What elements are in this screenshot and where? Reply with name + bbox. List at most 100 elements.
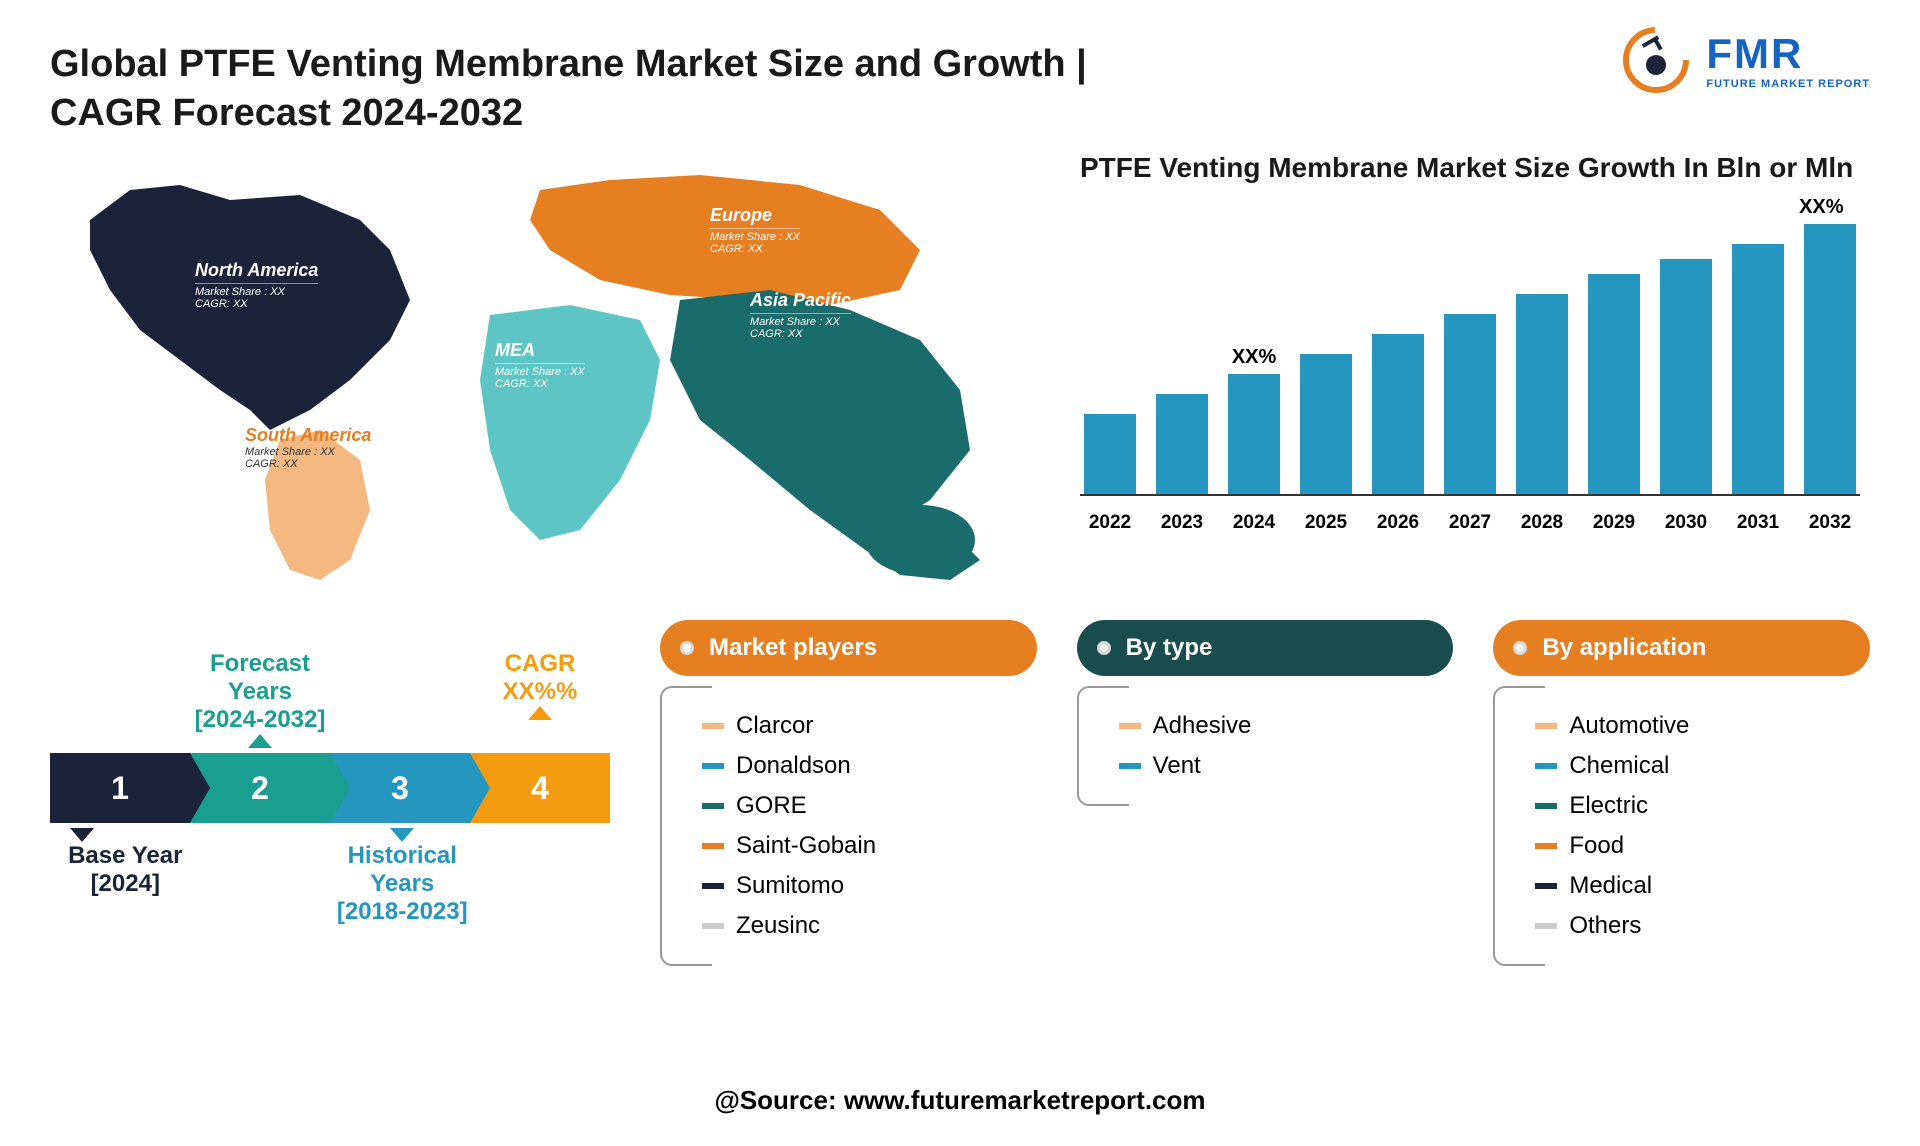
info-header-text: By application	[1542, 634, 1706, 662]
bar	[1300, 354, 1352, 494]
swatch-icon	[702, 923, 724, 929]
info-item: Others	[1535, 906, 1870, 946]
timeline-cagr-value: XX%%	[470, 678, 610, 706]
swatch-icon	[1119, 723, 1141, 729]
label-europe: Europe Market Share : XX CAGR: XX	[710, 205, 800, 255]
bar-year-label: 2022	[1080, 512, 1140, 534]
info-item-label: GORE	[736, 792, 807, 820]
info-list: Automotive Chemical Electric Food Medical Oth…	[1493, 706, 1870, 946]
swatch-icon	[1535, 803, 1557, 809]
timeline: Forecast Years [2024-2032] CAGR XX%% 1 2…	[50, 650, 610, 926]
swatch-icon	[1119, 763, 1141, 769]
info-item: Medical	[1535, 866, 1870, 906]
info-item-label: Chemical	[1569, 752, 1669, 780]
bar-group	[1152, 394, 1212, 494]
info-item: Food	[1535, 826, 1870, 866]
swatch-icon	[702, 883, 724, 889]
swatch-icon	[1535, 923, 1557, 929]
timeline-hist-label: Historical Years	[333, 842, 472, 898]
bar	[1084, 414, 1136, 494]
info-item: Zeusinc	[702, 906, 1037, 946]
info-item: Chemical	[1535, 746, 1870, 786]
source-text: @Source: www.futuremarketreport.com	[714, 1085, 1205, 1116]
arrow-up-icon	[528, 706, 552, 720]
bar-group	[1656, 259, 1716, 494]
swatch-icon	[1535, 723, 1557, 729]
info-item: Automotive	[1535, 706, 1870, 746]
bar	[1660, 259, 1712, 494]
dot-icon	[1513, 641, 1527, 655]
region-australia	[865, 505, 975, 575]
arrow-down-icon	[390, 828, 414, 842]
chart-title: PTFE Venting Membrane Market Size Growth…	[1080, 150, 1860, 186]
bar	[1156, 394, 1208, 494]
info-column: Market playersClarcorDonaldsonGORESaint-…	[660, 620, 1037, 946]
info-item-label: Medical	[1569, 872, 1652, 900]
bar-group	[1512, 294, 1572, 494]
info-item: Clarcor	[702, 706, 1037, 746]
info-section: Market playersClarcorDonaldsonGORESaint-…	[660, 620, 1870, 946]
timeline-base-label: Base Year	[56, 842, 195, 870]
bar-year-label: 2031	[1728, 512, 1788, 534]
timeline-bar: 1 2 3 4	[50, 753, 610, 823]
bar-year-label: 2025	[1296, 512, 1356, 534]
info-item-label: Donaldson	[736, 752, 851, 780]
bar	[1804, 224, 1856, 494]
info-item-label: Clarcor	[736, 712, 813, 740]
timeline-seg-1: 1	[50, 753, 190, 823]
info-item: Vent	[1119, 746, 1454, 786]
info-list: Adhesive Vent	[1077, 706, 1454, 786]
bar	[1516, 294, 1568, 494]
swatch-icon	[702, 843, 724, 849]
info-item: Donaldson	[702, 746, 1037, 786]
bar-group	[1080, 414, 1140, 494]
info-item: Electric	[1535, 786, 1870, 826]
swatch-icon	[702, 763, 724, 769]
info-item-label: Sumitomo	[736, 872, 844, 900]
info-header-text: By type	[1126, 634, 1213, 662]
label-north-america: North America Market Share : XX CAGR: XX	[195, 260, 318, 310]
info-header: Market players	[660, 620, 1037, 676]
bar-year-label: 2028	[1512, 512, 1572, 534]
bar	[1228, 374, 1280, 494]
timeline-forecast-label: Forecast Years	[190, 650, 330, 706]
arrow-up-icon	[248, 734, 272, 748]
bar-annotation: XX%	[1232, 346, 1276, 369]
timeline-hist-years: [2018-2023]	[333, 898, 472, 926]
swatch-icon	[1535, 763, 1557, 769]
page-title: Global PTFE Venting Membrane Market Size…	[50, 40, 1150, 139]
info-column: By application Automotive Chemical Electric…	[1493, 620, 1870, 946]
info-item: Adhesive	[1119, 706, 1454, 746]
info-item-label: Others	[1569, 912, 1641, 940]
bar-group	[1800, 224, 1860, 494]
info-item-label: Vent	[1153, 752, 1201, 780]
swatch-icon	[1535, 883, 1557, 889]
bar-group	[1440, 314, 1500, 494]
bar-year-label: 2032	[1800, 512, 1860, 534]
bar-group	[1224, 374, 1284, 494]
logo-main-text: FMR	[1706, 30, 1870, 78]
world-map: North America Market Share : XX CAGR: XX…	[50, 160, 1010, 590]
info-header: By application	[1493, 620, 1870, 676]
bar-annotation: XX%	[1799, 196, 1843, 219]
bar	[1588, 274, 1640, 494]
info-column: By type Adhesive Vent	[1077, 620, 1454, 946]
bar-group	[1728, 244, 1788, 494]
timeline-seg-3: 3	[330, 753, 470, 823]
info-header-text: Market players	[709, 634, 877, 662]
logo-icon	[1616, 20, 1696, 100]
info-list: ClarcorDonaldsonGORESaint-GobainSumitomo…	[660, 706, 1037, 946]
bar-year-label: 2023	[1152, 512, 1212, 534]
logo: FMR FUTURE MARKET REPORT	[1616, 20, 1870, 100]
bar-year-label: 2029	[1584, 512, 1644, 534]
bar-year-label: 2030	[1656, 512, 1716, 534]
bar-group	[1296, 354, 1356, 494]
info-item-label: Adhesive	[1153, 712, 1252, 740]
dot-icon	[1097, 641, 1111, 655]
logo-sub-text: FUTURE MARKET REPORT	[1706, 78, 1870, 90]
swatch-icon	[702, 723, 724, 729]
swatch-icon	[702, 803, 724, 809]
bar-chart: PTFE Venting Membrane Market Size Growth…	[1080, 150, 1860, 580]
info-item-label: Electric	[1569, 792, 1648, 820]
label-mea: MEA Market Share : XX CAGR: XX	[495, 340, 585, 390]
